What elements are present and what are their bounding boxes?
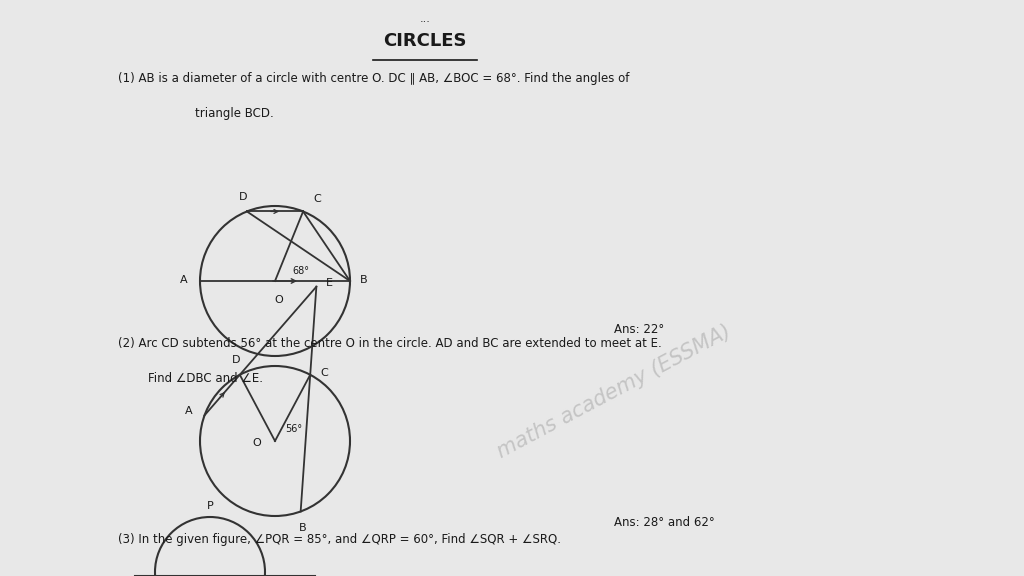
Text: (1) AB is a diameter of a circle with centre O. DC ∥ AB, ∠BOC = 68°. Find the an: (1) AB is a diameter of a circle with ce… bbox=[118, 72, 629, 85]
Text: CIRCLES: CIRCLES bbox=[383, 32, 467, 50]
Text: P: P bbox=[207, 501, 213, 511]
Text: 68°: 68° bbox=[292, 266, 309, 276]
Text: ...: ... bbox=[420, 14, 430, 24]
Text: (3) In the given figure, ∠PQR = 85°, and ∠QRP = 60°, Find ∠SQR + ∠SRQ.: (3) In the given figure, ∠PQR = 85°, and… bbox=[118, 533, 561, 546]
Text: (2) Arc CD subtends 56° at the centre O in the circle. AD and BC are extended to: (2) Arc CD subtends 56° at the centre O … bbox=[118, 337, 662, 350]
Text: D: D bbox=[231, 355, 240, 365]
Text: A: A bbox=[180, 275, 188, 285]
Text: O: O bbox=[274, 295, 284, 305]
Text: triangle BCD.: triangle BCD. bbox=[195, 107, 273, 120]
Text: O: O bbox=[252, 438, 261, 448]
Text: D: D bbox=[239, 192, 247, 202]
Text: Ans: 22°: Ans: 22° bbox=[614, 323, 665, 336]
Text: B: B bbox=[299, 524, 306, 533]
Text: E: E bbox=[327, 278, 334, 287]
Text: 56°: 56° bbox=[285, 424, 302, 434]
Text: maths academy (ESSMA): maths academy (ESSMA) bbox=[494, 321, 735, 462]
Text: C: C bbox=[313, 195, 321, 204]
Text: Ans: 28° and 62°: Ans: 28° and 62° bbox=[614, 516, 715, 529]
Text: A: A bbox=[185, 406, 193, 416]
Text: B: B bbox=[360, 275, 368, 285]
Text: C: C bbox=[321, 368, 328, 378]
Text: Find ∠DBC and ∠E.: Find ∠DBC and ∠E. bbox=[148, 372, 263, 385]
